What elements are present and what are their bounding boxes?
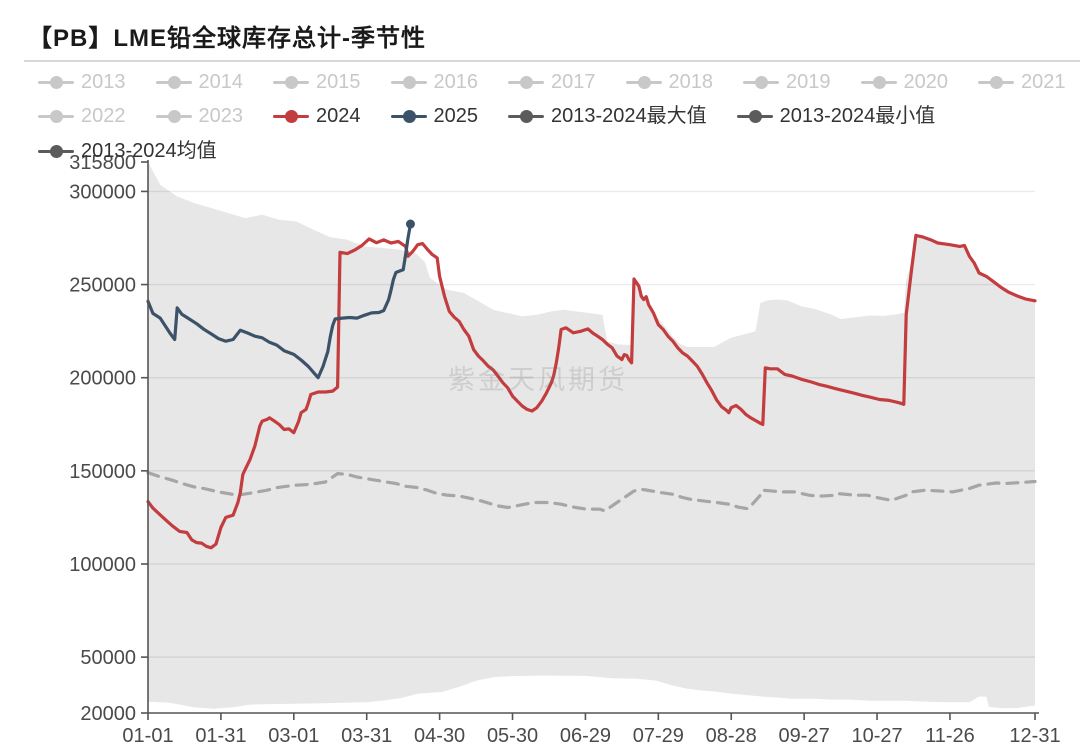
legend-item-2021[interactable]: 2021 bbox=[978, 72, 1066, 92]
legend-label: 2023 bbox=[198, 105, 244, 127]
legend-item-2016[interactable]: 2016 bbox=[390, 71, 479, 93]
legend-item-2024[interactable]: 2024 bbox=[273, 106, 361, 126]
legend-item-2020[interactable]: 2020 bbox=[860, 71, 949, 93]
legend-label: 2017 bbox=[551, 71, 596, 93]
legend-label: 2019 bbox=[786, 71, 831, 93]
legend-item-2015[interactable]: 2015 bbox=[273, 72, 361, 92]
y-tick-label: 300000 bbox=[69, 181, 136, 203]
legend-line-dot-icon bbox=[860, 75, 897, 89]
legend-label: 2013 bbox=[81, 71, 126, 93]
y-tick-label: 150000 bbox=[69, 461, 136, 483]
x-tick-label: 03-01 bbox=[268, 725, 319, 747]
legend-item-2017[interactable]: 2017 bbox=[508, 72, 596, 92]
legend-line-dot-icon bbox=[38, 75, 74, 89]
y-tick-label: 100000 bbox=[69, 554, 136, 576]
x-tick-label: 05-30 bbox=[487, 725, 538, 747]
legend-label: 2013-2024最大值 bbox=[551, 105, 707, 127]
x-tick-label: 08-28 bbox=[706, 725, 757, 747]
legend-line-dot-icon bbox=[155, 109, 192, 123]
x-tick-label: 03-31 bbox=[341, 725, 392, 747]
legend-label: 2015 bbox=[316, 71, 361, 93]
legend-item-2014[interactable]: 2014 bbox=[155, 71, 244, 93]
x-tick-label: 01-31 bbox=[195, 725, 246, 747]
series-2013-2024-mean-line bbox=[146, 471, 1037, 513]
y-tick-label: 200000 bbox=[69, 368, 136, 390]
legend-label: 2022 bbox=[81, 105, 126, 127]
legend-label: 2021 bbox=[1021, 71, 1066, 93]
series-2025-line bbox=[146, 222, 413, 380]
legend-item-2018[interactable]: 2018 bbox=[625, 71, 714, 93]
legend-line-dot-icon bbox=[38, 109, 74, 123]
legend-line-dot-icon bbox=[155, 75, 192, 89]
legend-row-3: 2013-2024均值 bbox=[38, 141, 217, 161]
y-tick-label: 50000 bbox=[80, 647, 136, 669]
legend-item-2025[interactable]: 2025 bbox=[390, 105, 479, 127]
series-2025-end-marker bbox=[405, 219, 415, 229]
legend-line-dot-icon bbox=[390, 75, 427, 89]
legend-label: 2025 bbox=[433, 105, 479, 127]
legend-item-2022[interactable]: 2022 bbox=[38, 106, 126, 126]
legend-label: 2024 bbox=[316, 105, 361, 127]
x-tick-label: 10-27 bbox=[851, 725, 902, 747]
x-tick-label: 07-29 bbox=[633, 725, 684, 747]
y-tick-label: 250000 bbox=[69, 275, 136, 297]
y-tick-label: 20000 bbox=[80, 703, 136, 725]
legend-label: 2016 bbox=[433, 71, 479, 93]
page-title: 【PB】LME铅全球库存总计-季节性 bbox=[28, 25, 426, 52]
legend-line-dot-icon bbox=[978, 75, 1014, 89]
min-max-band bbox=[148, 162, 1035, 709]
legend-item-2013-2024[interactable]: 2013-2024最大值 bbox=[508, 106, 707, 126]
legend-row-2: 2022 2023 2024 2025 2013-2024最大值 2013-2024最小值 bbox=[38, 106, 935, 126]
legend-label: 2018 bbox=[668, 71, 714, 93]
x-tick-label: 01-01 bbox=[122, 725, 173, 747]
y-tick-label: 315800 bbox=[69, 152, 136, 174]
x-tick-label: 04-30 bbox=[414, 725, 465, 747]
legend-label: 2013-2024最小值 bbox=[779, 105, 936, 127]
legend-line-dot-icon bbox=[38, 144, 74, 158]
legend-label: 2014 bbox=[198, 71, 244, 93]
legend-line-dot-icon bbox=[273, 109, 309, 123]
x-tick-label: 12-31 bbox=[1009, 725, 1060, 747]
x-tick-label: 09-27 bbox=[779, 725, 830, 747]
title-divider bbox=[24, 60, 1080, 62]
legend-item-2013-2024[interactable]: 2013-2024均值 bbox=[38, 141, 217, 161]
legend-row-1: 2013 2014 2015 2016 2017 2018 2019 2020 2021 bbox=[38, 72, 1066, 92]
legend-line-dot-icon bbox=[390, 109, 427, 123]
legend-line-dot-icon bbox=[736, 109, 773, 123]
legend-item-2013[interactable]: 2013 bbox=[38, 72, 126, 92]
legend-line-dot-icon bbox=[508, 109, 544, 123]
legend-line-dot-icon bbox=[508, 75, 544, 89]
series-2024-line bbox=[146, 233, 1037, 550]
legend-line-dot-icon bbox=[625, 75, 662, 89]
legend-item-2019[interactable]: 2019 bbox=[743, 72, 831, 92]
x-tick-label: 06-29 bbox=[560, 725, 611, 747]
legend-label: 2020 bbox=[903, 71, 949, 93]
legend-line-dot-icon bbox=[273, 75, 309, 89]
legend-line-dot-icon bbox=[743, 75, 779, 89]
legend-item-2023[interactable]: 2023 bbox=[155, 105, 244, 127]
x-tick-label: 11-26 bbox=[925, 725, 975, 747]
legend-label: 2013-2024均值 bbox=[81, 140, 217, 162]
legend-item-2013-2024[interactable]: 2013-2024最小值 bbox=[736, 105, 936, 127]
